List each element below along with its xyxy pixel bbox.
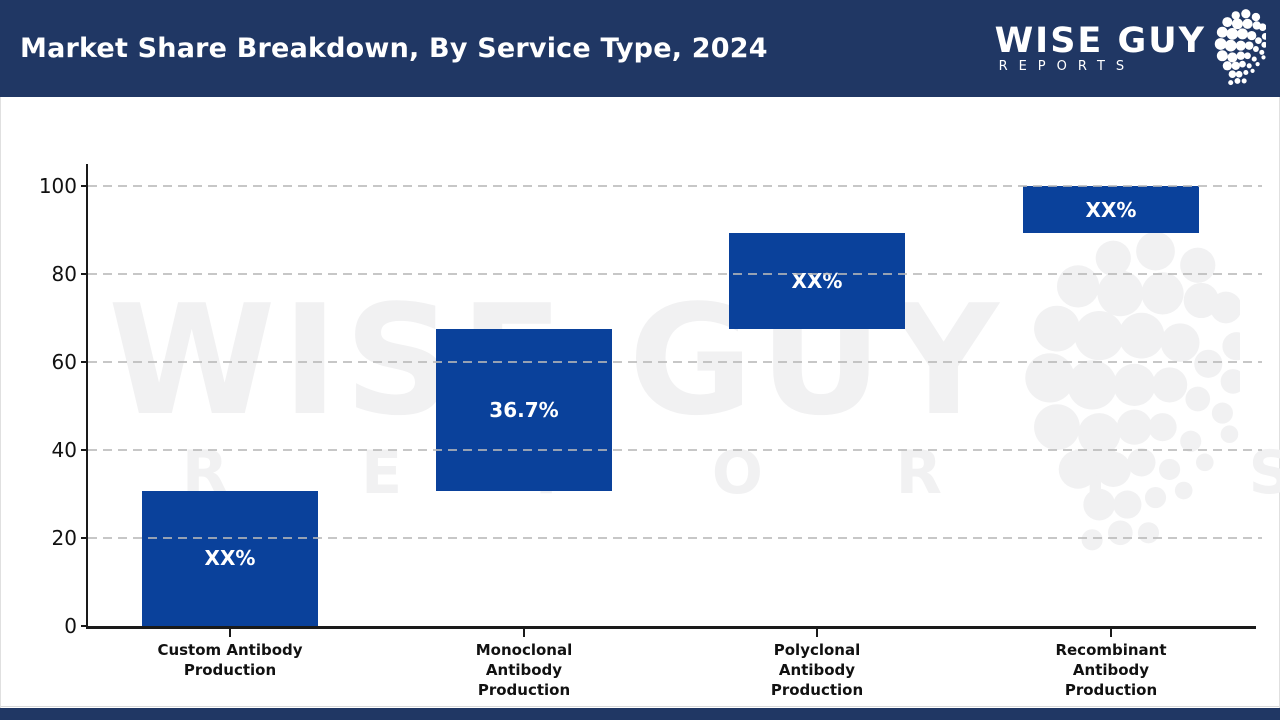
wise-guy-reports-logo: WISE GUY REPORTS <box>995 7 1280 91</box>
y-axis-spine <box>86 164 88 629</box>
y-axis-tick <box>81 273 88 275</box>
x-axis-tick <box>523 629 525 637</box>
logo-subtitle: REPORTS <box>998 58 1136 74</box>
gridline <box>88 537 1262 539</box>
y-axis-tick-label: 100 <box>38 174 77 198</box>
x-axis-category-label: Polyclonal Antibody Production <box>707 640 927 700</box>
y-axis-tick-label: 40 <box>51 438 77 462</box>
y-axis-tick <box>81 185 88 187</box>
x-axis-category-line: Production <box>183 661 277 679</box>
x-axis-tick <box>1110 629 1112 637</box>
logo-text: WISE GUY REPORTS <box>995 23 1206 75</box>
x-axis-category-line: Custom Antibody <box>157 641 303 659</box>
bar-segment: XX% <box>142 490 318 626</box>
gridline <box>88 273 1262 275</box>
x-axis-category-line: Antibody <box>1072 661 1150 679</box>
x-axis-category-line: Polyclonal <box>773 641 861 659</box>
bar-segment: XX% <box>729 233 905 330</box>
y-axis-tick-label: 60 <box>51 350 77 374</box>
y-axis-tick-label: 0 <box>64 614 77 638</box>
y-axis-tick-label: 80 <box>51 262 77 286</box>
left-edge-border <box>0 97 1 708</box>
x-axis-category-label: Recombinant Antibody Production <box>1001 640 1221 700</box>
gridline <box>88 185 1262 187</box>
x-axis-category-line: Production <box>1064 681 1158 699</box>
page-title: Market Share Breakdown, By Service Type,… <box>20 33 768 64</box>
bar-value-label: XX% <box>204 546 256 571</box>
y-axis-tick <box>81 449 88 451</box>
x-axis-line <box>86 626 1256 629</box>
bar-value-label: XX% <box>1085 197 1137 222</box>
y-axis-tick-label: 20 <box>51 526 77 550</box>
x-axis-tick <box>816 629 818 637</box>
bar-value-label: 36.7% <box>489 398 559 423</box>
x-axis-category-line: Production <box>477 681 571 699</box>
footer-divider <box>0 706 1280 707</box>
x-axis-category-line: Antibody <box>778 661 856 679</box>
watermark-head-dots-icon <box>1025 231 1240 551</box>
x-axis-category-label: Monoclonal Antibody Production <box>414 640 634 700</box>
header-bar: Market Share Breakdown, By Service Type,… <box>0 0 1280 97</box>
x-axis-category-line: Recombinant <box>1055 641 1167 659</box>
logo-head-dots-icon <box>1214 8 1266 85</box>
gridline <box>88 361 1262 363</box>
x-axis-category-label: Custom Antibody Production <box>120 640 340 680</box>
x-axis-category-line: Production <box>770 681 864 699</box>
x-axis-tick <box>229 629 231 637</box>
y-axis-tick <box>81 537 88 539</box>
y-axis-tick <box>81 625 88 627</box>
logo-wordmark: WISE GUY <box>994 20 1206 61</box>
footer-bar <box>0 708 1280 720</box>
x-axis-category-line: Antibody <box>485 661 563 679</box>
bar-segment: XX% <box>1023 186 1199 234</box>
gridline <box>88 449 1262 451</box>
bar-segment: 36.7% <box>436 329 612 491</box>
x-axis-category-line: Monoclonal <box>475 641 573 659</box>
y-axis-tick <box>81 361 88 363</box>
